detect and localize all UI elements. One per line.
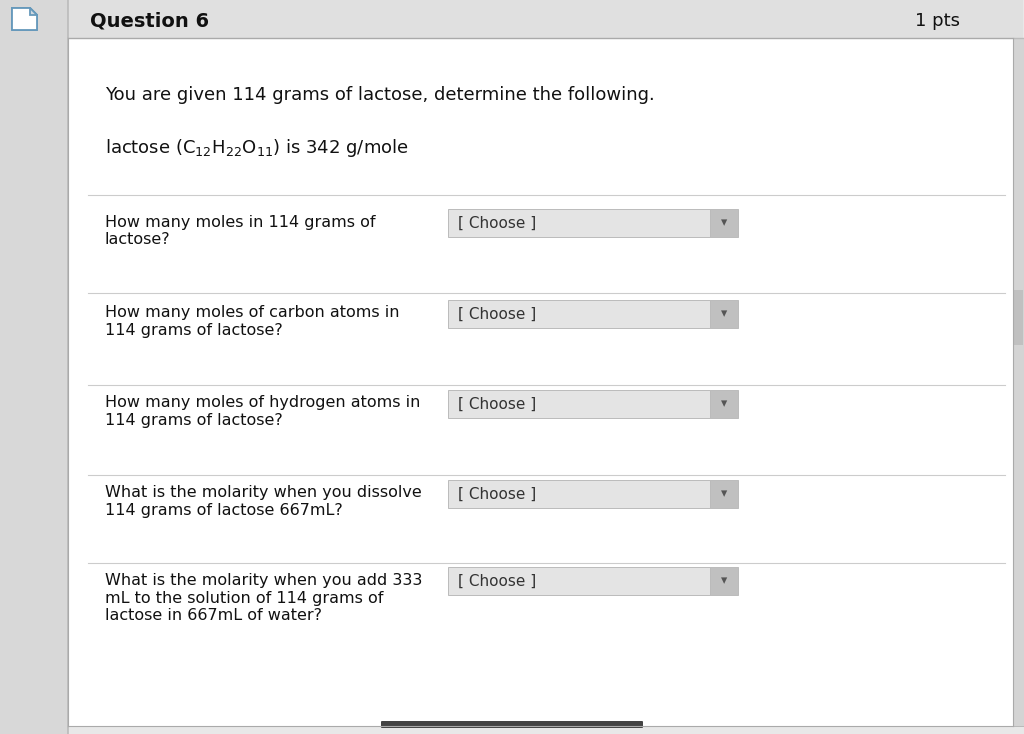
Text: 114 grams of lactose?: 114 grams of lactose? (105, 324, 283, 338)
Text: 1 pts: 1 pts (915, 12, 961, 30)
Text: lactose in 667mL of water?: lactose in 667mL of water? (105, 608, 322, 623)
Text: [ Choose ]: [ Choose ] (458, 487, 537, 501)
Text: 114 grams of lactose?: 114 grams of lactose? (105, 413, 283, 429)
FancyBboxPatch shape (381, 721, 643, 728)
Bar (710, 390, 738, 418)
Text: [ Choose ]: [ Choose ] (458, 216, 537, 230)
Bar (710, 480, 738, 508)
Text: ▾: ▾ (721, 575, 727, 587)
Bar (449, 567, 710, 595)
Bar (449, 300, 710, 328)
Bar (710, 300, 738, 328)
Text: How many moles of hydrogen atoms in: How many moles of hydrogen atoms in (105, 396, 421, 410)
Text: How many moles of carbon atoms in: How many moles of carbon atoms in (105, 305, 399, 321)
Text: You are given 114 grams of lactose, determine the following.: You are given 114 grams of lactose, dete… (105, 86, 654, 104)
Text: lactose?: lactose? (105, 233, 171, 247)
Text: [ Choose ]: [ Choose ] (458, 307, 537, 321)
Polygon shape (30, 8, 37, 15)
Text: ▾: ▾ (721, 487, 727, 501)
Text: ▾: ▾ (721, 308, 727, 321)
Bar (710, 567, 738, 595)
Text: How many moles in 114 grams of: How many moles in 114 grams of (105, 214, 376, 230)
Text: Question 6: Question 6 (90, 12, 209, 31)
Bar (710, 209, 738, 237)
Text: ▾: ▾ (721, 217, 727, 230)
Text: ▾: ▾ (721, 398, 727, 410)
Text: [ Choose ]: [ Choose ] (458, 573, 537, 589)
Bar (449, 390, 710, 418)
Polygon shape (12, 8, 37, 30)
Text: 114 grams of lactose 667mL?: 114 grams of lactose 667mL? (105, 504, 343, 518)
Bar (1014, 290, 1023, 345)
Text: lactose ($\mathregular{C_{12}H_{22}O_{11}}$) is 342 g/mole: lactose ($\mathregular{C_{12}H_{22}O_{11… (105, 137, 409, 159)
Text: What is the molarity when you add 333: What is the molarity when you add 333 (105, 573, 422, 587)
Bar (0, 0, 68, 734)
Bar (68, 0, 1023, 38)
Bar (449, 480, 710, 508)
Bar (1013, 38, 1024, 726)
Bar (449, 209, 710, 237)
Text: [ Choose ]: [ Choose ] (458, 396, 537, 412)
Text: What is the molarity when you dissolve: What is the molarity when you dissolve (105, 485, 422, 501)
Text: mL to the solution of 114 grams of: mL to the solution of 114 grams of (105, 590, 383, 606)
